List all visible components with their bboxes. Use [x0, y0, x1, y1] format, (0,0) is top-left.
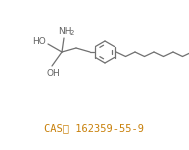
Text: CAS： 162359-55-9: CAS： 162359-55-9: [44, 123, 144, 133]
Text: 2: 2: [69, 30, 74, 36]
Text: OH: OH: [46, 69, 60, 78]
Text: NH: NH: [58, 27, 72, 36]
Text: HO: HO: [32, 38, 46, 46]
